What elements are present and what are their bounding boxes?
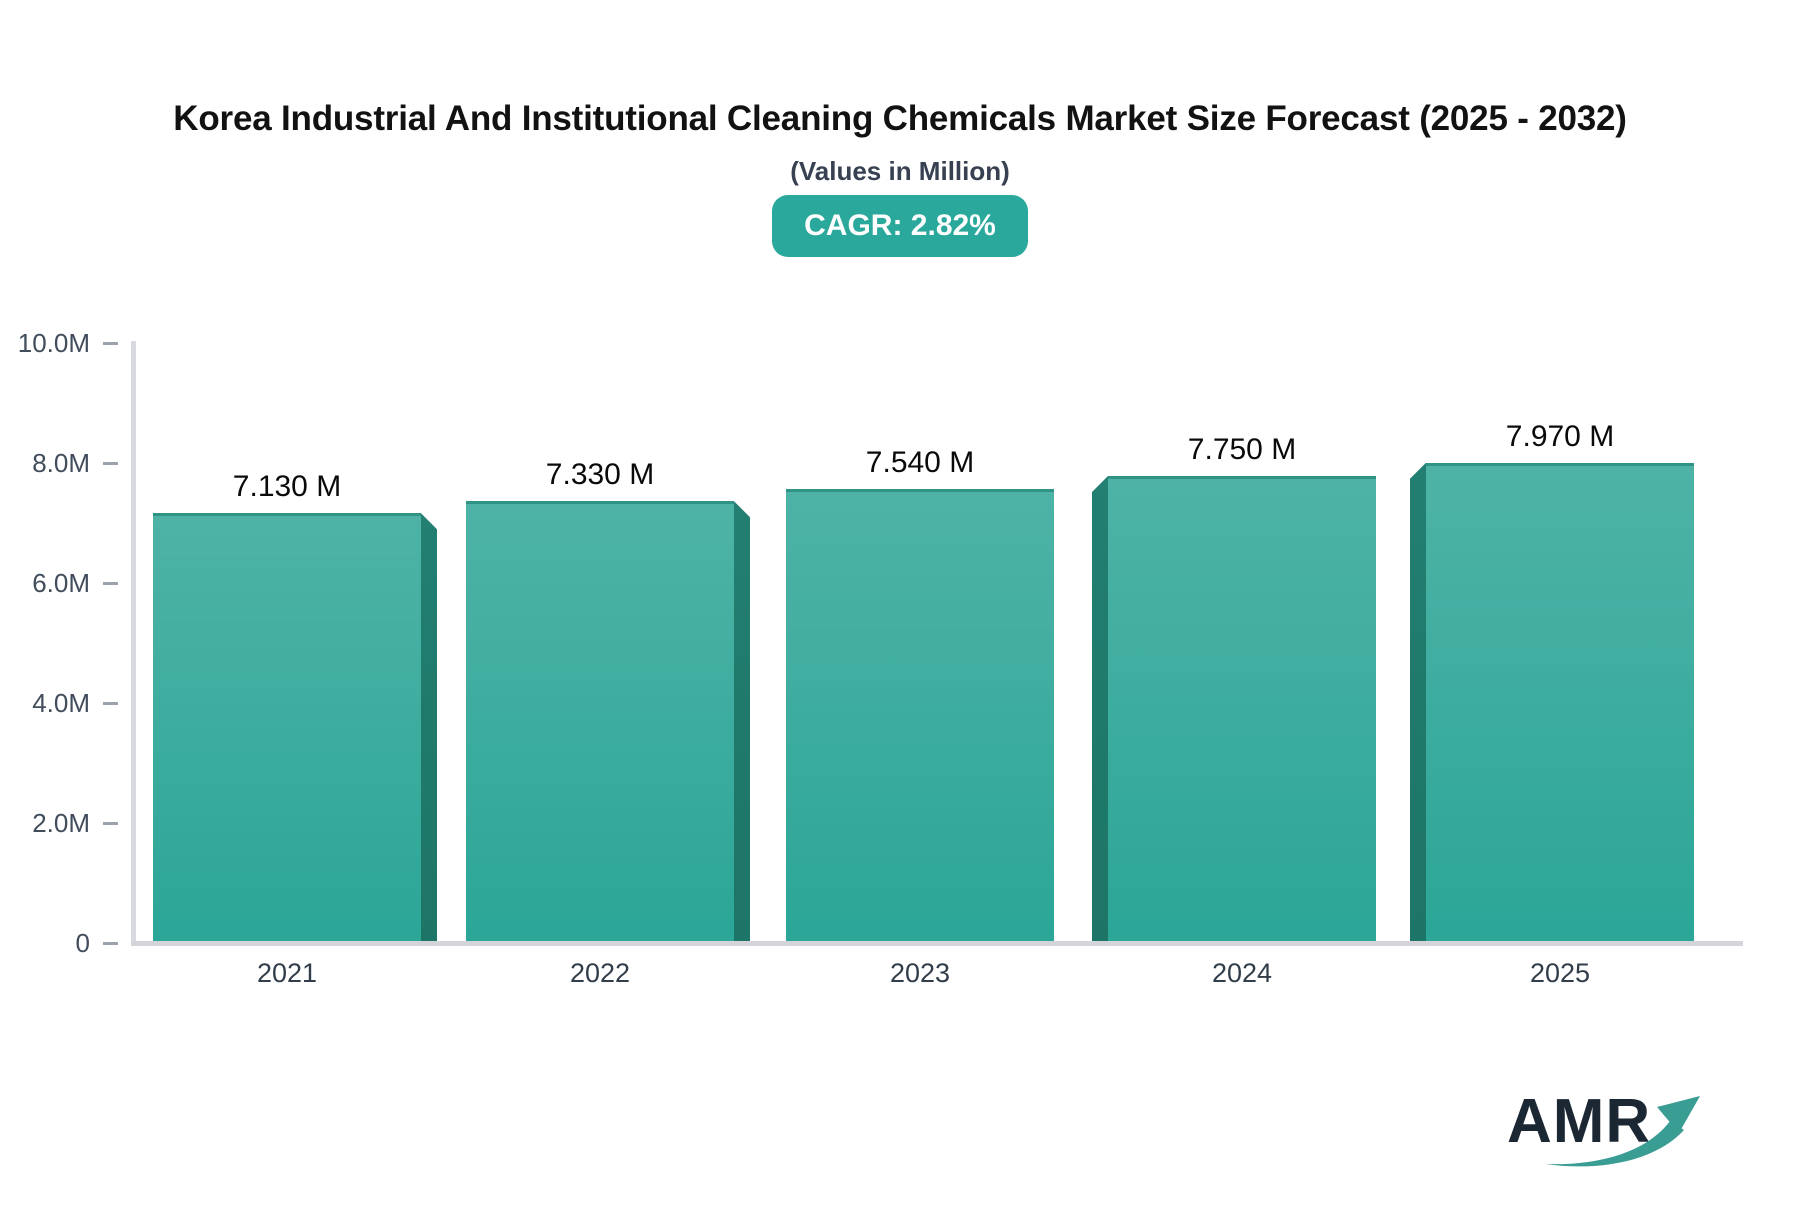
y-tick-label: 8.0M — [32, 448, 90, 478]
bar — [466, 501, 750, 941]
bar-value-label: 7.130 M — [232, 470, 342, 504]
bar — [1410, 462, 1694, 941]
bar — [786, 488, 1054, 941]
chart-title: Korea Industrial And Institutional Clean… — [173, 99, 1627, 138]
bar — [1092, 476, 1376, 941]
bar-side-face — [734, 501, 750, 941]
y-axis-line — [131, 341, 136, 945]
bar-face — [153, 513, 421, 941]
bar-side-face — [1092, 476, 1108, 941]
bar-side-face — [421, 513, 437, 941]
y-tick-mark — [103, 702, 118, 705]
y-tick-label: 6.0M — [32, 568, 90, 598]
bar-face — [1426, 462, 1694, 941]
y-tick-mark — [103, 942, 118, 945]
chart-header: Korea Industrial And Institutional Clean… — [0, 0, 1800, 258]
bar-face — [786, 488, 1054, 941]
y-tick-label: 4.0M — [32, 688, 90, 718]
x-axis-label: 2022 — [569, 958, 631, 988]
growth-arrow-swoosh-icon — [1545, 1121, 1684, 1167]
amr-logo-text: AMR — [1507, 1087, 1651, 1156]
bar-value-label: 7.330 M — [545, 458, 655, 492]
bar-value-label: 7.540 M — [865, 445, 975, 479]
bar-value-label: 7.750 M — [1187, 433, 1297, 466]
y-tick-label: 0 — [75, 928, 90, 958]
y-tick-mark — [103, 462, 118, 465]
y-tick-label: 10.0M — [17, 328, 90, 358]
cagr-badge: CAGR: 2.82% — [772, 195, 1028, 258]
amr-logo: AMR — [1507, 1078, 1712, 1173]
bar-value-label: 7.970 M — [1505, 419, 1615, 453]
bar-face — [466, 501, 734, 941]
x-axis-label: 2024 — [1211, 958, 1273, 988]
bar-side-face — [1410, 462, 1426, 941]
growth-arrow-head-icon — [1657, 1096, 1700, 1133]
y-tick-mark — [103, 822, 118, 825]
x-axis-label: 2025 — [1529, 958, 1591, 988]
bar-face — [1108, 476, 1376, 941]
x-axis-baseline — [131, 941, 1743, 946]
x-axis-label: 2021 — [256, 958, 318, 988]
chart-subtitle: (Values in Million) — [790, 156, 1010, 187]
y-tick-mark — [103, 582, 118, 585]
bar — [153, 513, 437, 941]
x-axis-label: 2023 — [889, 958, 951, 988]
amr-logo-graphic: AMR — [1507, 1087, 1700, 1167]
y-tick-label: 2.0M — [32, 808, 90, 838]
y-tick-mark — [103, 342, 118, 345]
